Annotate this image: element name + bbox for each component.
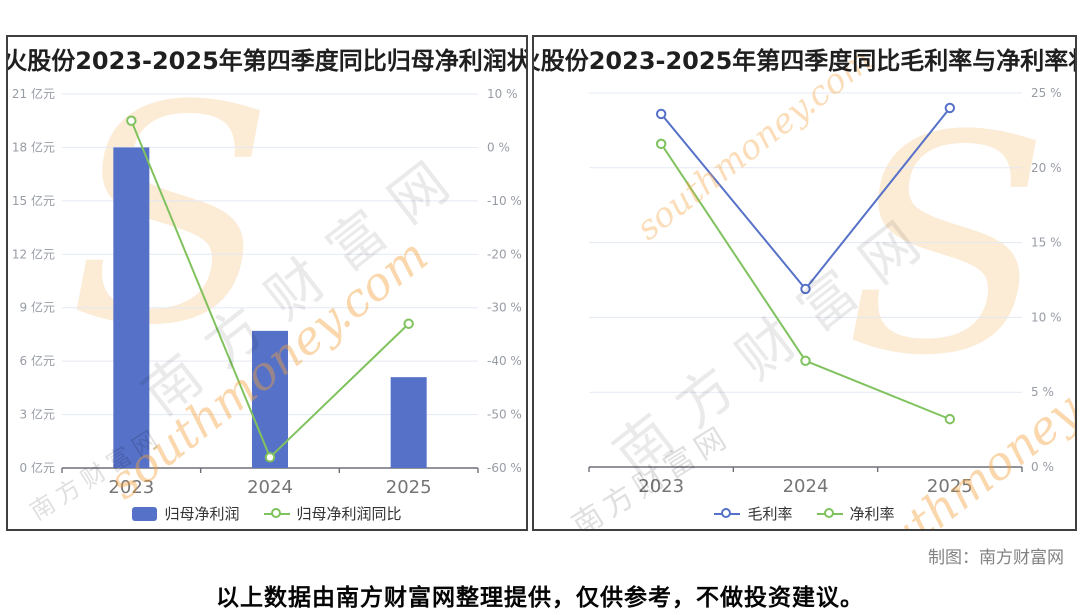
left-axis-tick-label: 3 亿元 (20, 407, 55, 422)
right-axis-tick-label: 15 % (1031, 236, 1062, 250)
left-axis-tick-label: 6 亿元 (20, 353, 55, 368)
right-axis-tick-label: 0 % (1031, 460, 1054, 474)
right-axis-tick-label: 5 % (1031, 385, 1054, 399)
right-axis-tick-label: 20 % (1031, 161, 1062, 175)
point-归母净利润同比-2024 (264, 452, 276, 463)
left-axis-tick-label: 15 亿元 (12, 193, 55, 208)
point-归母净利润同比-2025 (403, 318, 414, 329)
point-净利率-2023 (655, 138, 667, 150)
x-axis-category-label: 2023 (638, 476, 684, 497)
margins-chart-title: 神火股份2023-2025年第四季度同比毛利率与净利率状况 (534, 47, 1075, 75)
right-axis-tick-label: -40 % (487, 354, 522, 368)
right-axis-tick-label: 0 % (487, 140, 510, 154)
left-axis-tick-label: 18 亿元 (12, 139, 55, 154)
bar-归母净利润-2023 (113, 147, 150, 468)
margins-chart-panel: S 南方财富网 southmoney.com southmoney.com 南方… (532, 35, 1077, 531)
net-profit-chart-svg: 10 % 21 亿元 0 % 18 亿元 -10 % 15 亿元 -20 % 12 亿元 -30… (12, 86, 522, 498)
point-毛利率-2025 (944, 102, 956, 114)
legend-label: 归母净利润同比 (296, 505, 402, 523)
legend-bar-swatch-icon (132, 506, 158, 521)
left-axis-tick-label: 21 亿元 (12, 86, 55, 101)
right-axis-tick-label: 10 % (487, 87, 518, 101)
legend-item-毛利率[interactable]: 毛利率 (714, 503, 793, 524)
disclaimer-text: 以上数据由南方财富网整理提供，仅供参考，不做投资建议。 (216, 585, 864, 611)
net-profit-chart-title-wrap: 神火股份2023-2025年第四季度同比归母净利润状况 (8, 41, 526, 76)
point-毛利率-2023 (655, 108, 667, 120)
x-axis-category-label: 2024 (783, 476, 829, 497)
net-profit-chart-panel: S 南方财富网 southmoney.com 南方财富网 神火股份2023-20… (6, 35, 528, 531)
bar-归母净利润-2025 (390, 377, 427, 468)
net-profit-chart-legend: 归母净利润 归母净利润同比 (8, 503, 526, 524)
left-axis-tick-label: 9 亿元 (20, 300, 55, 315)
point-归母净利润同比-2023 (126, 115, 137, 126)
legend-label: 归母净利润 (164, 505, 240, 523)
legend-item-归母净利润同比[interactable]: 归母净利润同比 (263, 503, 402, 524)
line-毛利率 (660, 107, 951, 290)
net-profit-chart-title: 神火股份2023-2025年第四季度同比归母净利润状况 (6, 47, 528, 75)
x-axis-category-label: 2025 (927, 476, 973, 497)
point-净利率-2024 (800, 355, 811, 366)
left-axis-tick-label: 0 亿元 (20, 460, 55, 475)
right-axis-tick-label: -30 % (487, 301, 522, 315)
legend-label: 净利率 (849, 505, 895, 523)
legend-item-归母净利润[interactable]: 归母净利润 (132, 503, 240, 524)
right-axis-tick-label: -60 % (487, 461, 522, 475)
chart-credit: 制图：南方财富网 (928, 548, 1064, 568)
margins-chart-title-wrap: 神火股份2023-2025年第四季度同比毛利率与净利率状况 (534, 41, 1075, 76)
line-净利率 (660, 143, 951, 421)
right-axis-tick-label: -50 % (487, 408, 522, 422)
x-axis-category-label: 2025 (386, 477, 432, 498)
margins-chart-legend: 毛利率 净利率 (534, 503, 1075, 524)
left-axis-tick-label: 12 亿元 (12, 246, 55, 261)
point-毛利率-2024 (800, 283, 811, 295)
margins-chart-svg: 25 % 20 % 15 % 10 % 5 % 0 % 2023 2024 2025 (588, 86, 1062, 497)
legend-line-marker-icon (714, 507, 741, 520)
point-净利率-2025 (944, 413, 956, 425)
legend-line-marker-icon (263, 507, 290, 520)
legend-item-净利率[interactable]: 净利率 (816, 503, 895, 524)
legend-line-marker-icon (816, 507, 843, 520)
right-axis-tick-label: 25 % (1031, 86, 1062, 100)
right-axis-tick-label: 10 % (1031, 310, 1062, 324)
right-axis-tick-label: -10 % (487, 194, 522, 208)
x-axis-category-label: 2024 (247, 477, 293, 498)
legend-label: 毛利率 (747, 505, 793, 523)
x-axis-category-label: 2023 (108, 477, 154, 498)
bar-归母净利润-2024 (252, 330, 288, 468)
right-axis-tick-label: -20 % (487, 247, 522, 261)
